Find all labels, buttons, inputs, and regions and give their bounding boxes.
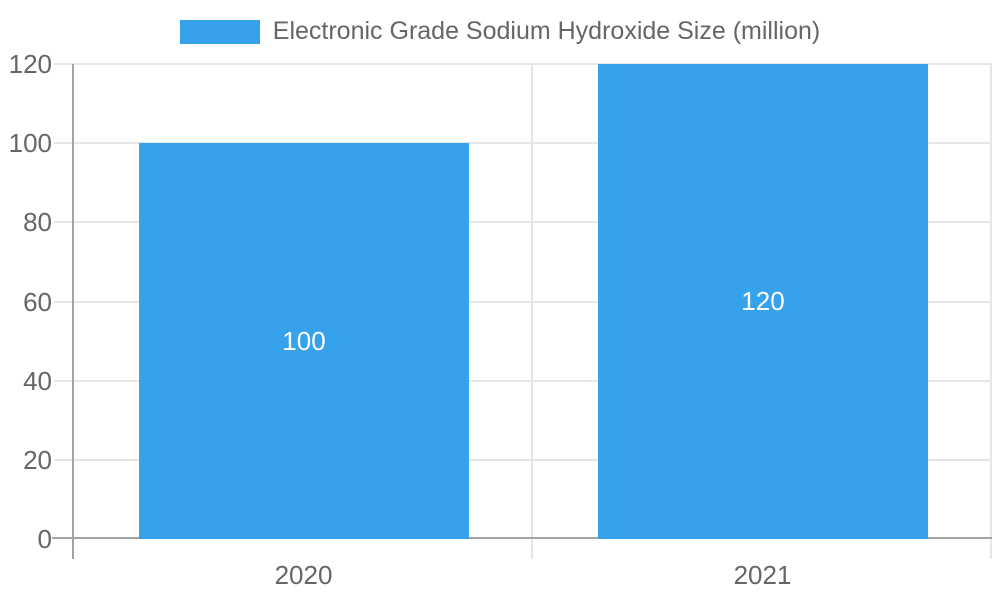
y-axis-tick-100	[54, 142, 74, 144]
legend: Electronic Grade Sodium Hydroxide Size (…	[0, 19, 1000, 44]
bar-2021[interactable]: 120	[598, 64, 928, 539]
y-tick-label-80: 80	[23, 207, 52, 237]
gridline-y-20	[74, 459, 992, 461]
gridline-y-60	[74, 301, 992, 303]
x-tick-label-2020: 2020	[274, 560, 333, 590]
y-axis-tick-40	[54, 380, 74, 382]
y-tick-label-20: 20	[23, 445, 52, 475]
y-tick-label-120: 120	[8, 49, 52, 79]
y-axis-tick-60	[54, 301, 74, 303]
plot-area: 0 20 40 60 80 100 120 100 2020 120 2021	[9, 51, 992, 590]
gridline-y-100	[74, 142, 992, 144]
gridline-x-1	[531, 64, 533, 559]
legend-label: Electronic Grade Sodium Hydroxide Size (…	[272, 17, 821, 45]
x-tick-label-2021: 2021	[733, 560, 792, 590]
x-axis-line	[52, 537, 992, 539]
y-axis-tick-120	[54, 63, 74, 65]
gridline-x-2	[990, 64, 992, 559]
bar-value-label-2020: 100	[282, 325, 326, 356]
y-tick-label-100: 100	[8, 128, 52, 158]
gridline-y-40	[74, 380, 992, 382]
legend-color-swatch-icon	[179, 19, 260, 44]
y-tick-label-0: 0	[37, 524, 52, 554]
y-tick-label-40: 40	[23, 366, 52, 396]
bar-2020[interactable]: 100	[139, 143, 469, 539]
legend-item[interactable]: Electronic Grade Sodium Hydroxide Size (…	[179, 17, 821, 45]
gridline-y-80	[74, 221, 992, 223]
y-axis-tick-20	[54, 459, 74, 461]
y-axis-line	[72, 64, 74, 539]
gridline-y-120	[74, 63, 992, 65]
x-axis-tick-0	[72, 537, 74, 559]
y-tick-label-60: 60	[23, 287, 52, 317]
bar-value-label-2021: 120	[741, 286, 785, 316]
y-axis-tick-80	[54, 221, 74, 223]
